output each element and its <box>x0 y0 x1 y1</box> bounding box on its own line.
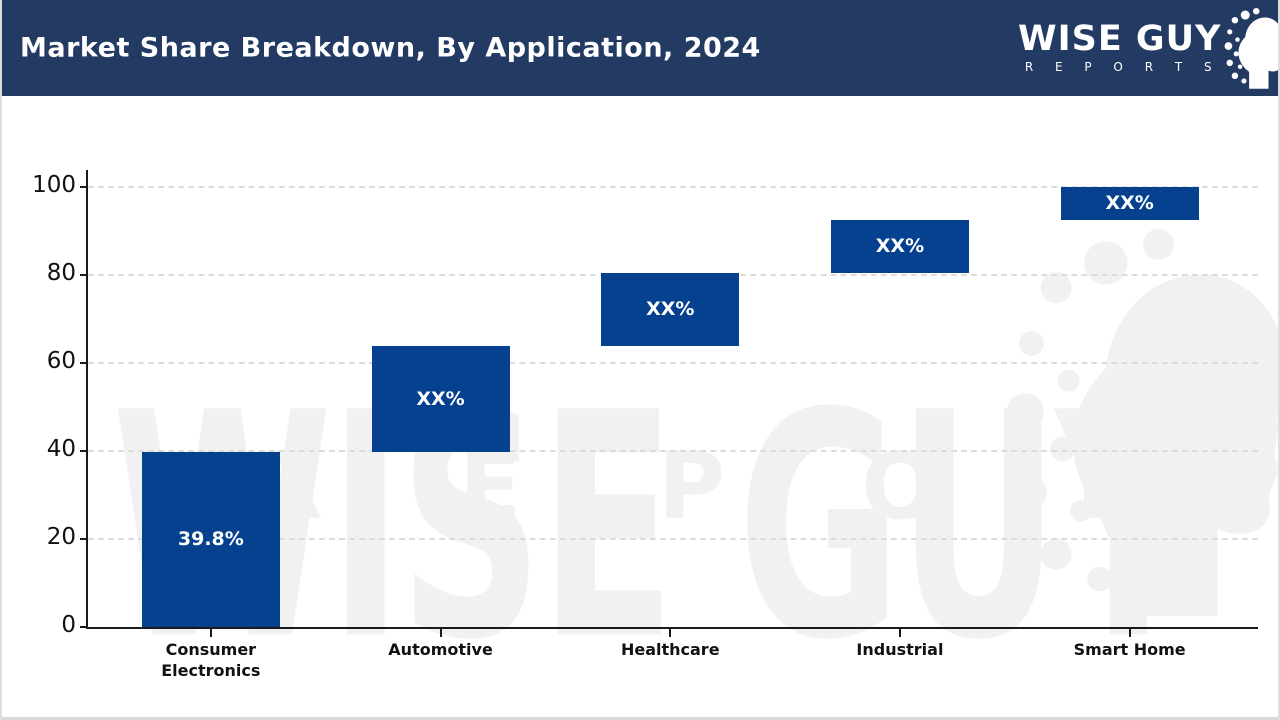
y-tick-label: 40 <box>46 435 76 462</box>
watermark-head-icon <box>1006 228 1280 617</box>
y-tick-label: 0 <box>61 612 76 638</box>
bar-value-label: XX% <box>875 235 925 258</box>
plot: 0 20 40 60 80 100 39.8% Consumer Electronics XX%… <box>0 96 1280 720</box>
category-label: Industrial <box>856 640 944 659</box>
bar: 39.8% <box>141 451 280 627</box>
wise-guy-logo: WISE GUY R E P O R T S <box>1018 6 1280 90</box>
y-tick <box>80 626 88 628</box>
y-tick-label: 20 <box>46 523 76 550</box>
category-label: Consumer Electronics <box>161 640 261 680</box>
x-tick <box>439 629 442 637</box>
bar: XX% <box>1060 186 1199 220</box>
x-tick <box>209 629 212 637</box>
x-tick <box>898 629 901 637</box>
y-tick <box>80 273 88 276</box>
bar-value-label: XX% <box>416 387 465 410</box>
y-tick <box>80 185 88 188</box>
category-label: Automotive <box>388 640 493 659</box>
x-tick <box>1128 629 1131 637</box>
chart-area: WISE GUY R E P O R T S 02040608010039.8%… <box>0 96 1280 720</box>
bar-value-label: XX% <box>1105 192 1154 215</box>
x-axis <box>86 627 1258 629</box>
bar: XX% <box>371 345 510 452</box>
logo-head-icon <box>1225 7 1280 89</box>
bar: XX% <box>830 219 969 273</box>
y-tick <box>80 361 88 364</box>
logo-text: WISE GUY R E P O R T S <box>1018 19 1222 75</box>
category-label: Smart Home <box>1073 640 1186 659</box>
y-tick-label: 60 <box>46 347 76 374</box>
logo-wordmark: WISE GUY <box>1018 19 1222 59</box>
header-bar: Market Share Breakdown, By Application, … <box>0 0 1280 96</box>
y-tick <box>80 537 88 540</box>
bar-value-label: XX% <box>646 298 695 321</box>
y-gridline <box>88 449 1258 452</box>
category-label: Healthcare <box>620 640 720 659</box>
x-tick <box>669 629 672 637</box>
bar-value-label: 39.8% <box>177 528 244 551</box>
logo-subtitle: R E P O R T S <box>1024 60 1221 74</box>
y-gridline <box>88 537 1258 540</box>
y-gridline <box>88 185 1258 188</box>
y-tick <box>80 449 88 452</box>
page-title: Market Share Breakdown, By Application, … <box>20 32 761 64</box>
y-axis <box>86 170 88 629</box>
y-tick-label: 80 <box>46 259 76 286</box>
y-gridline <box>88 361 1258 364</box>
y-tick-label: 100 <box>32 171 76 198</box>
bar: XX% <box>601 272 740 346</box>
